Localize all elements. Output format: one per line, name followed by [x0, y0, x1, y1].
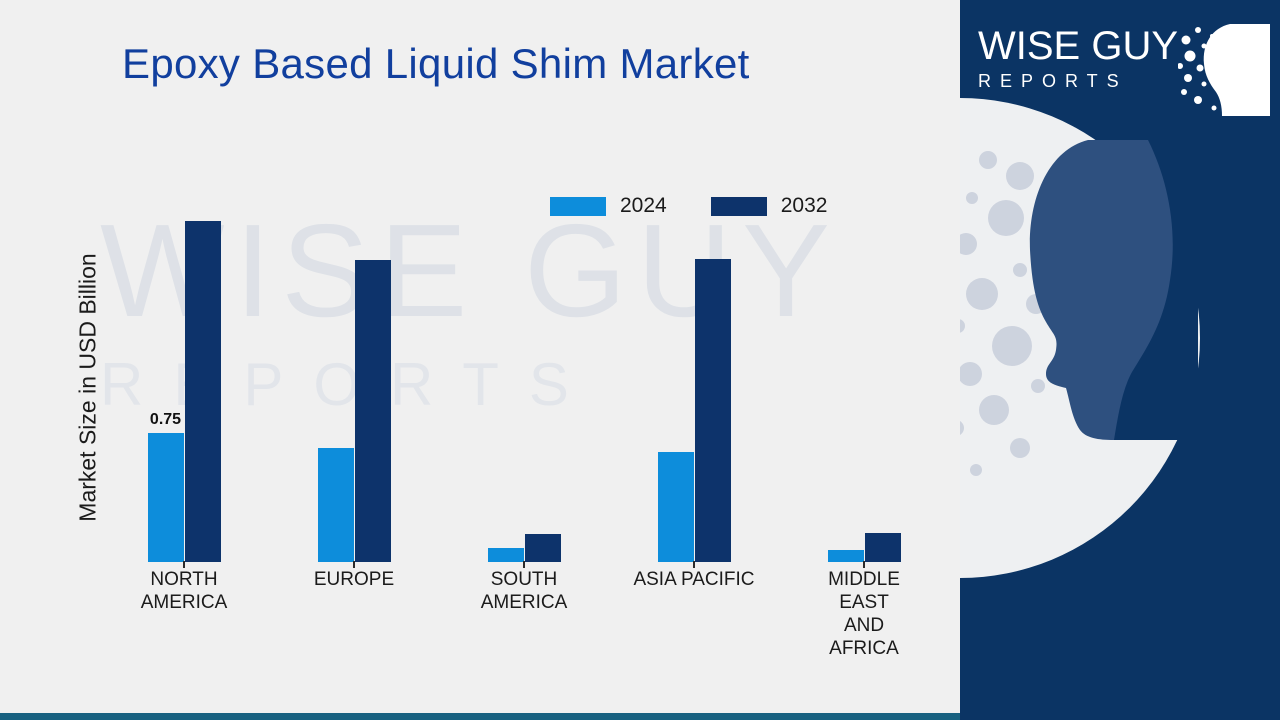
bar-2024-europe[interactable]: [317, 448, 354, 562]
plot-area: 0.75 NORTH AMERICA EUROPE SOUTH AMERICA ASIA…: [110, 200, 940, 659]
legend-item-2024[interactable]: 2024: [550, 194, 667, 218]
brand-logo: WISE GUY REPORTS: [978, 24, 1270, 120]
legend-label-2032: 2032: [780, 194, 828, 217]
x-axis-label: NORTH AMERICA: [140, 569, 228, 613]
brand-logo-wordmark: WISE GUY: [978, 24, 1179, 68]
x-axis-tick: [183, 561, 185, 568]
x-axis-tick: [693, 561, 695, 568]
x-axis-tick: [523, 561, 525, 568]
bar-2024-asia-pacific[interactable]: [657, 452, 694, 562]
bar-2024-north-america[interactable]: [147, 433, 184, 562]
x-axis-label: EUROPE: [313, 569, 395, 590]
x-axis-tick: [353, 561, 355, 568]
head-silhouette-icon: [1029, 140, 1198, 440]
legend-item-2032[interactable]: 2032: [710, 194, 828, 218]
legend-label-2024: 2024: [620, 194, 667, 217]
brand-panel: WISE GUY REPORTS: [960, 0, 1280, 720]
bar-2032-middle-east-and-africa[interactable]: [864, 533, 901, 562]
bar-group: [317, 200, 391, 568]
legend-swatch-2024: [550, 196, 606, 216]
bar-value-label: 0.75: [149, 411, 182, 428]
bar-2024-middle-east-and-africa[interactable]: [827, 550, 864, 562]
x-axis-label: MIDDLE EAST AND AFRICA: [828, 569, 900, 659]
y-axis-label: Market Size in USD Billion: [74, 253, 101, 522]
chart-legend: 2024 2032: [550, 194, 827, 218]
bar-group: [657, 200, 731, 568]
brand-logo-subtext: REPORTS: [978, 71, 1128, 91]
bar-2032-south-america[interactable]: [524, 534, 561, 562]
bar-2032-asia-pacific[interactable]: [694, 259, 731, 562]
x-axis-label: SOUTH AMERICA: [480, 569, 568, 613]
bar-group: [827, 200, 901, 568]
legend-swatch-2032: [710, 196, 767, 216]
bar-group: 0.75: [147, 200, 221, 568]
bar-2024-south-america[interactable]: [487, 548, 524, 562]
bar-2032-europe[interactable]: [354, 260, 391, 562]
logo-head-icon: [1178, 24, 1270, 116]
bottom-accent-bar: [0, 713, 960, 720]
page-title: Epoxy Based Liquid Shim Market: [122, 40, 750, 87]
bar-group: [487, 200, 561, 568]
bar-2032-north-america[interactable]: [184, 221, 221, 562]
x-axis-tick: [863, 561, 865, 568]
x-axis-label: ASIA PACIFIC: [633, 569, 755, 590]
